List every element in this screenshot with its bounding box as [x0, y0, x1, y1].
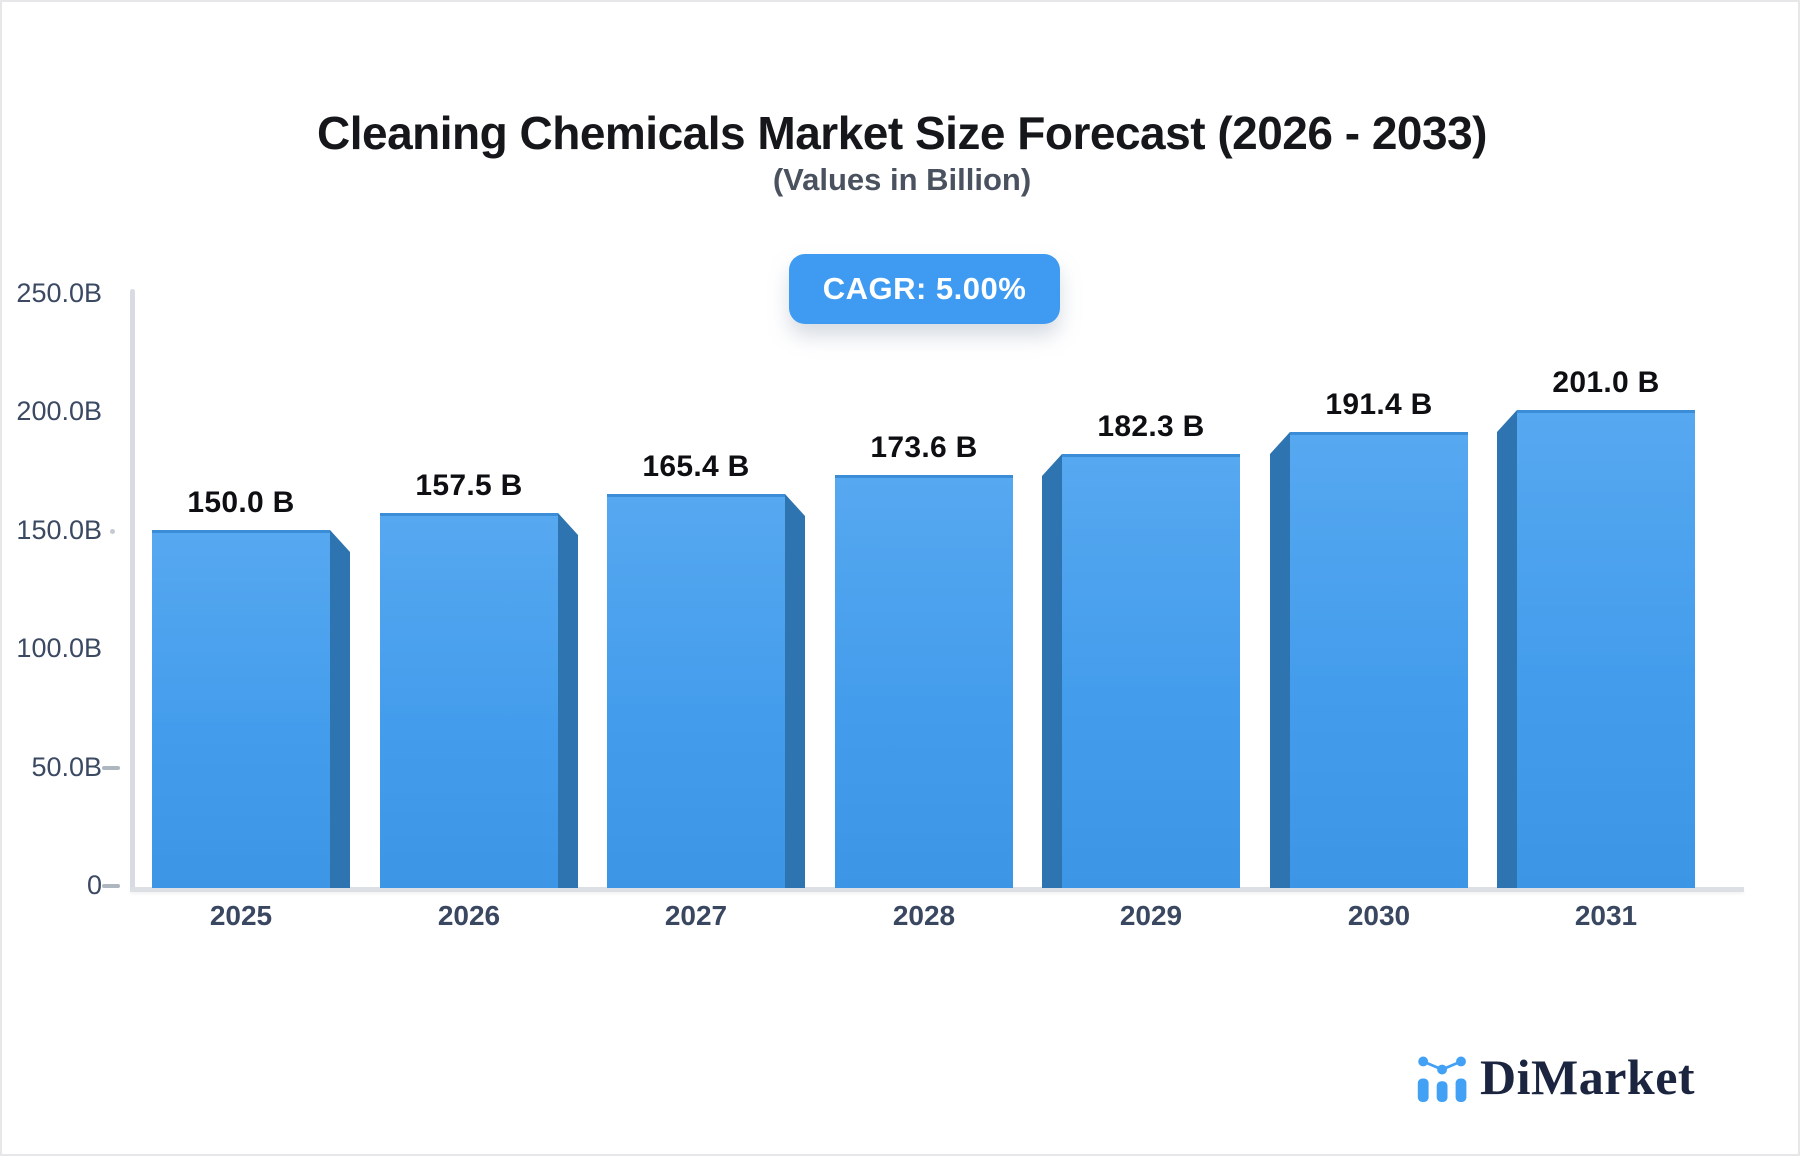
chart-title: Cleaning Chemicals Market Size Forecast …	[316, 107, 1488, 159]
chart-subtitle: (Values in Billion)	[772, 162, 1032, 197]
cagr-badge: CAGR: 5.00%	[789, 254, 1060, 324]
bar-side-shadow	[1270, 432, 1290, 888]
x-axis-label: 2030	[1347, 900, 1411, 931]
bar[interactable]	[380, 513, 558, 888]
bar-line-chart-icon	[1417, 1056, 1467, 1102]
bar[interactable]	[1517, 410, 1695, 888]
x-axis-label: 2025	[209, 900, 273, 931]
x-axis-label: 2027	[664, 900, 728, 931]
y-axis-line	[130, 289, 135, 891]
bar-side-shadow	[330, 530, 350, 888]
y-axis-label: 150.0B	[16, 514, 102, 545]
bar-value-label: 182.3 B	[1097, 410, 1205, 443]
x-axis-label: 2028	[892, 900, 956, 931]
bar[interactable]	[1062, 454, 1240, 888]
y-axis-label: 200.0B	[16, 396, 102, 426]
bar-value-label: 201.0 B	[1552, 366, 1660, 399]
x-axis-label: 2031	[1574, 900, 1638, 931]
bar[interactable]	[1290, 432, 1468, 888]
x-axis-label: 2029	[1119, 900, 1183, 931]
y-axis-tick	[102, 884, 120, 888]
bar-value-label: 157.5 B	[415, 469, 523, 502]
y-axis-tick	[110, 528, 115, 534]
bar-value-label: 173.6 B	[870, 431, 978, 464]
bar-side-shadow	[1497, 410, 1517, 888]
bar-value-label: 150.0 B	[187, 486, 295, 519]
bar-side-shadow	[1042, 454, 1062, 888]
y-axis-label: 250.0B	[16, 277, 102, 308]
bar[interactable]	[152, 530, 330, 888]
bar-side-shadow	[558, 513, 578, 888]
x-axis-baseline	[130, 887, 1744, 892]
bar-value-label: 191.4 B	[1325, 388, 1433, 421]
y-axis-label: 50.0B	[31, 751, 102, 782]
x-axis-label: 2026	[437, 900, 501, 931]
y-axis-tick	[102, 765, 120, 770]
bar-value-label: 165.4 B	[642, 450, 750, 483]
bar[interactable]	[835, 475, 1013, 888]
y-axis-label: 100.0B	[16, 633, 102, 663]
cagr-badge-label: CAGR: 5.00%	[822, 271, 1027, 306]
brand-name: DiMarket	[1480, 1049, 1696, 1105]
brand-logo: DiMarket	[1416, 1042, 1695, 1102]
bar-side-shadow	[785, 494, 805, 888]
y-axis-label: 0	[86, 870, 102, 900]
bar[interactable]	[607, 494, 785, 888]
